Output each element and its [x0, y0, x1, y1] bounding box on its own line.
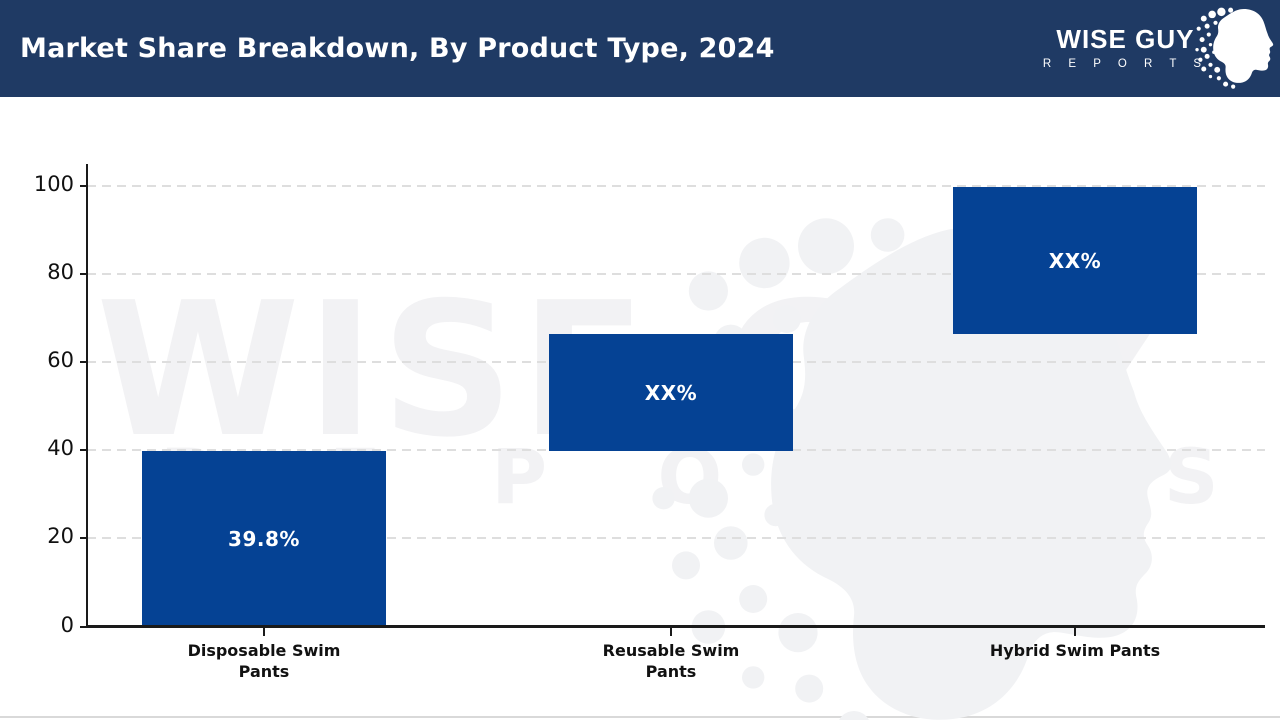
chart-title: Market Share Breakdown, By Product Type,… — [0, 33, 775, 64]
wiseguy-head-icon — [1192, 6, 1276, 90]
x-category-label: Disposable Swim Pants — [84, 640, 444, 682]
logo-wordmark: WISE GUY R E P O R T S — [1043, 24, 1208, 70]
bar-3: XX% — [953, 187, 1197, 334]
y-tick-label: 60 — [8, 348, 74, 372]
x-tick-mark — [1074, 628, 1076, 636]
x-category-label: Reusable Swim Pants — [491, 640, 851, 682]
bar-2: XX% — [549, 334, 793, 451]
wiseguy-logo: WISE GUY R E P O R T S — [1020, 0, 1280, 97]
x-category-label: Hybrid Swim Pants — [895, 640, 1255, 661]
y-tick-label: 100 — [8, 172, 74, 196]
bar-value-label: XX% — [1049, 249, 1101, 273]
logo-wordmark-line1: WISE GUY — [1043, 24, 1208, 55]
bar-value-label: XX% — [645, 381, 697, 405]
x-tick-mark — [670, 628, 672, 636]
gridline-100 — [87, 185, 1265, 187]
y-tick-label: 20 — [8, 524, 74, 548]
y-axis-line — [86, 164, 88, 628]
y-tick-label: 40 — [8, 436, 74, 460]
bar-value-label: 39.8% — [228, 527, 300, 551]
bar-1: 39.8% — [142, 451, 386, 627]
y-tick-label: 0 — [8, 613, 74, 637]
chart-image: Market Share Breakdown, By Product Type,… — [0, 0, 1280, 720]
chart-area: WISE GUY R E P O R T S 02040608010039.8%… — [0, 97, 1280, 717]
y-tick-label: 80 — [8, 260, 74, 284]
x-tick-mark — [263, 628, 265, 636]
logo-wordmark-line2: R E P O R T S — [1043, 58, 1208, 70]
header: Market Share Breakdown, By Product Type,… — [0, 0, 1280, 97]
